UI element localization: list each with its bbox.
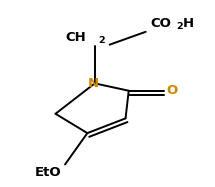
Text: N: N	[88, 77, 99, 90]
Text: 2: 2	[177, 22, 183, 31]
Text: EtO: EtO	[35, 166, 62, 179]
Text: CH: CH	[65, 31, 86, 44]
Text: O: O	[166, 84, 178, 97]
Text: H: H	[183, 17, 194, 30]
Text: 2: 2	[98, 36, 104, 45]
Text: CO: CO	[150, 17, 171, 30]
